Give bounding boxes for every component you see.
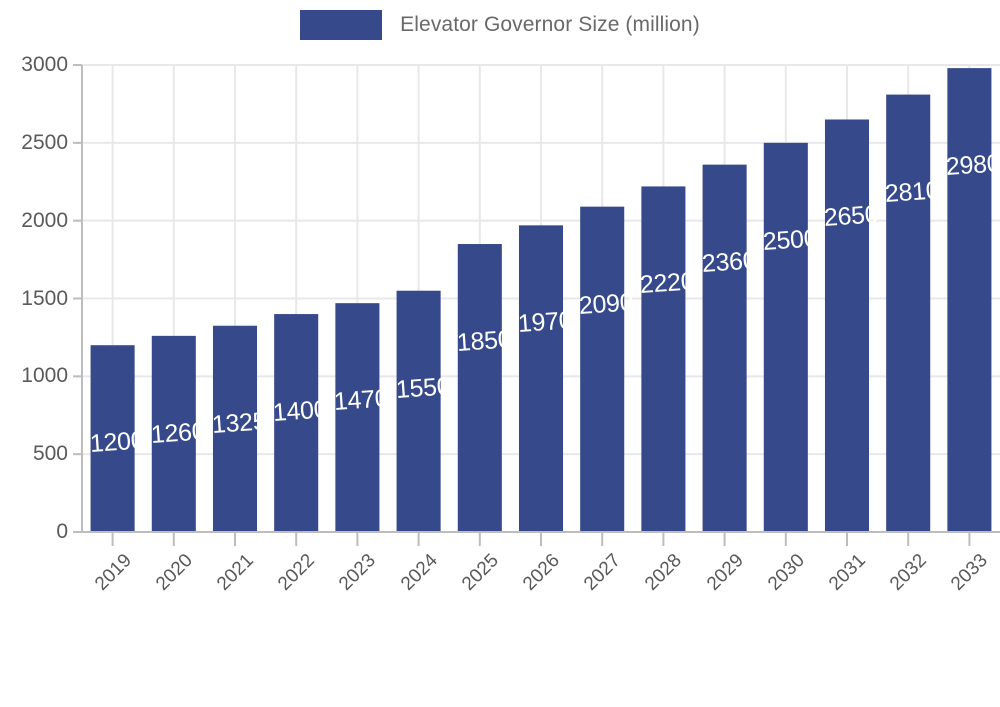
bar-chart: Elevator Governor Size (million) 0 500 100… bbox=[0, 8, 1000, 595]
bar bbox=[702, 164, 747, 533]
bar-series bbox=[90, 68, 992, 533]
x-tick-label: 2022 bbox=[274, 550, 320, 595]
bar bbox=[947, 68, 992, 532]
x-tick-label: 2032 bbox=[886, 550, 932, 595]
bar bbox=[274, 314, 319, 532]
y-tick-label: 3000 bbox=[21, 53, 68, 76]
y-tick-label: 500 bbox=[32, 442, 68, 466]
y-tick-label: 1500 bbox=[21, 286, 68, 310]
y-tick-label: 2000 bbox=[21, 208, 68, 232]
bar bbox=[824, 119, 870, 532]
y-tick-label: 2500 bbox=[21, 130, 68, 154]
plot-area bbox=[73, 64, 1000, 546]
chart-legend: Elevator Governor Size (million) bbox=[0, 8, 1000, 42]
legend-label: Elevator Governor Size (million) bbox=[400, 13, 700, 36]
x-tick-label: 2033 bbox=[947, 550, 993, 595]
x-tick-label: 2030 bbox=[763, 550, 809, 595]
bar bbox=[396, 290, 441, 532]
bar bbox=[886, 94, 931, 533]
x-tick-label: 2029 bbox=[702, 550, 748, 595]
x-tick-label: 2031 bbox=[825, 550, 870, 595]
bar bbox=[90, 345, 135, 532]
bar bbox=[151, 335, 196, 532]
x-tick-label: 2024 bbox=[396, 550, 442, 595]
bar bbox=[212, 325, 258, 532]
plot-canvas bbox=[73, 64, 1000, 546]
bar bbox=[641, 186, 686, 533]
legend-color-swatch-icon bbox=[300, 10, 383, 40]
x-tick-label: 2021 bbox=[213, 550, 258, 595]
x-tick-label: 2027 bbox=[580, 550, 626, 595]
x-tick-label: 2028 bbox=[641, 550, 687, 595]
bar bbox=[335, 303, 380, 532]
bar bbox=[763, 142, 808, 532]
x-tick-label: 2020 bbox=[151, 550, 197, 595]
x-tick-label: 2019 bbox=[90, 550, 136, 595]
x-tick-label: 2023 bbox=[335, 550, 381, 595]
x-tick-label: 2025 bbox=[457, 550, 503, 595]
axis-tick-marks bbox=[73, 64, 971, 546]
bar bbox=[580, 206, 625, 532]
y-tick-label: 0 bbox=[56, 520, 68, 543]
bar bbox=[457, 244, 502, 532]
x-tick-label: 2026 bbox=[519, 550, 564, 595]
y-tick-label: 1000 bbox=[21, 364, 68, 388]
bar bbox=[518, 225, 564, 532]
